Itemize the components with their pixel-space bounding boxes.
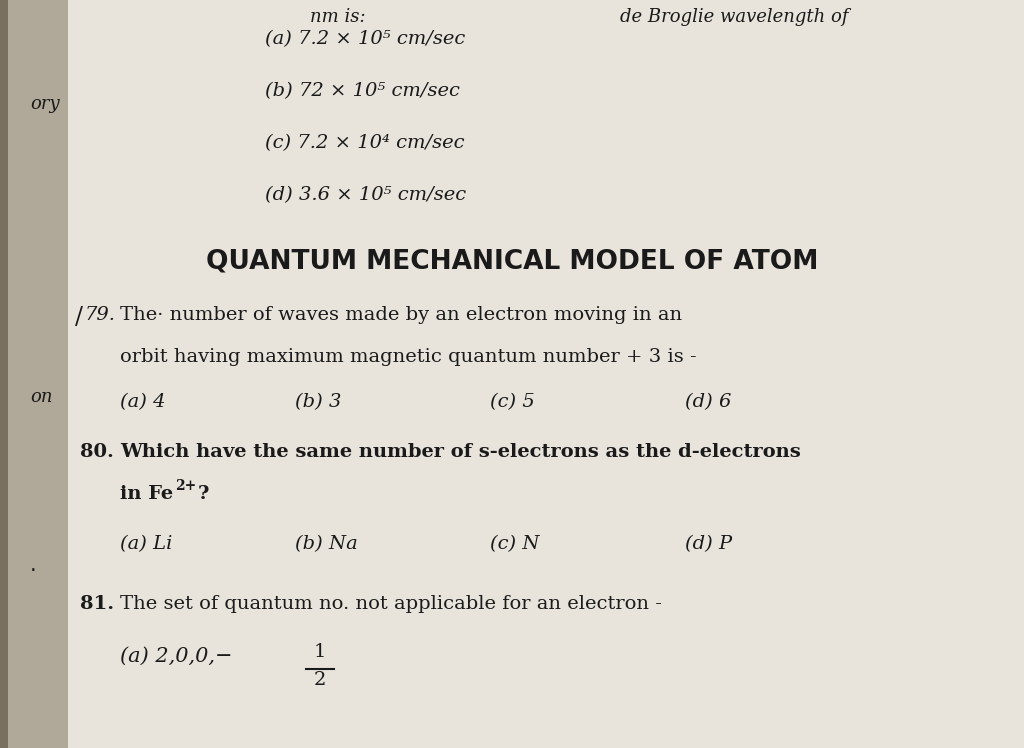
Text: (c) N: (c) N [490, 535, 540, 553]
Text: The set of quantum no. not applicable for an electron -: The set of quantum no. not applicable fo… [120, 595, 662, 613]
Text: (a) Li: (a) Li [120, 535, 172, 553]
Text: /: / [75, 306, 83, 329]
Text: 2+: 2+ [175, 479, 197, 493]
Text: .: . [30, 555, 37, 575]
Text: (a) 2,0,0,−: (a) 2,0,0,− [120, 647, 232, 666]
Text: (d) 3.6 × 10⁵ cm/sec: (d) 3.6 × 10⁵ cm/sec [265, 186, 466, 204]
Text: (b) Na: (b) Na [295, 535, 357, 553]
Text: (d) 6: (d) 6 [685, 393, 731, 411]
Text: (a) 7.2 × 10⁵ cm/sec: (a) 7.2 × 10⁵ cm/sec [265, 30, 465, 48]
Text: orbit having maximum magnetic quantum number + 3 is -: orbit having maximum magnetic quantum nu… [120, 348, 696, 366]
Text: (a) 4: (a) 4 [120, 393, 166, 411]
Text: 81.: 81. [80, 595, 114, 613]
Text: Which have the same number of s-electrons as the d-electrons: Which have the same number of s-electron… [120, 443, 801, 461]
Text: nm is:: nm is: [310, 8, 366, 26]
Text: in Fe: in Fe [120, 485, 173, 503]
Text: (b) 3: (b) 3 [295, 393, 341, 411]
Text: ory: ory [30, 95, 59, 113]
Text: The· number of waves made by an electron moving in an: The· number of waves made by an electron… [120, 306, 682, 324]
Bar [0, 0, 8, 748]
Text: (c) 7.2 × 10⁴ cm/sec: (c) 7.2 × 10⁴ cm/sec [265, 134, 465, 152]
Text: (c) 5: (c) 5 [490, 393, 535, 411]
Bar [0, 0, 68, 748]
Text: (b) 72 × 10⁵ cm/sec: (b) 72 × 10⁵ cm/sec [265, 82, 460, 100]
Text: 79.: 79. [85, 306, 116, 324]
Text: 1: 1 [313, 643, 327, 661]
Text: QUANTUM MECHANICAL MODEL OF ATOM: QUANTUM MECHANICAL MODEL OF ATOM [206, 248, 818, 274]
Text: on: on [30, 388, 52, 406]
Text: de Broglie wavelength of: de Broglie wavelength of [620, 8, 849, 26]
Text: ?: ? [198, 485, 209, 503]
Text: 80.: 80. [80, 443, 114, 461]
Text: (d) P: (d) P [685, 535, 732, 553]
Text: 2: 2 [313, 671, 327, 689]
